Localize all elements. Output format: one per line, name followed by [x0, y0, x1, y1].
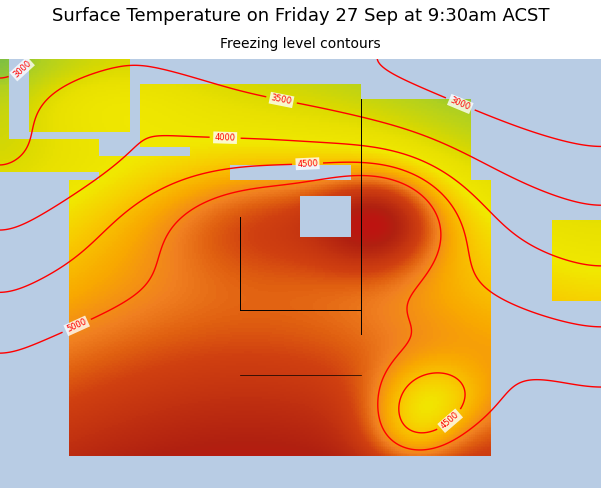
- Text: 4000: 4000: [215, 133, 236, 142]
- Text: 4500: 4500: [439, 410, 461, 431]
- Text: 3000: 3000: [11, 59, 33, 80]
- Text: 3000: 3000: [449, 96, 472, 112]
- Text: Freezing level contours: Freezing level contours: [220, 37, 381, 51]
- Text: Surface Temperature on Friday 27 Sep at 9:30am ACST: Surface Temperature on Friday 27 Sep at …: [52, 7, 549, 25]
- Text: 3500: 3500: [270, 94, 293, 106]
- Text: 4500: 4500: [297, 159, 318, 169]
- Text: 5000: 5000: [66, 318, 88, 334]
